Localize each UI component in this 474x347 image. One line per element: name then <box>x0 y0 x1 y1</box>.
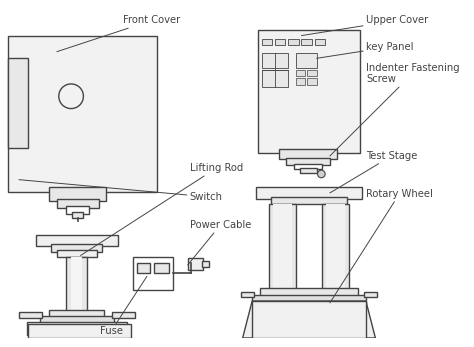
Bar <box>112 312 135 318</box>
Bar <box>322 204 349 290</box>
Text: Switch: Switch <box>19 180 223 202</box>
Bar <box>269 204 296 290</box>
Text: Rotary Wheel: Rotary Wheel <box>330 189 433 303</box>
Bar <box>252 301 366 338</box>
Bar <box>49 311 104 318</box>
Bar <box>40 316 114 324</box>
Bar <box>51 244 102 252</box>
Bar <box>36 235 118 246</box>
Bar <box>8 58 28 149</box>
Bar <box>286 158 330 166</box>
Bar <box>8 36 157 192</box>
Bar <box>252 295 366 303</box>
Bar <box>19 312 42 318</box>
Bar <box>275 39 285 45</box>
Bar <box>288 39 299 45</box>
Bar <box>188 258 203 270</box>
Text: Front Cover: Front Cover <box>57 15 181 52</box>
Bar <box>49 187 106 201</box>
Bar <box>71 257 82 314</box>
Bar <box>72 212 83 218</box>
Circle shape <box>318 170 325 178</box>
Polygon shape <box>243 301 375 338</box>
Text: Power Cable: Power Cable <box>188 220 251 265</box>
Text: Upper Cover: Upper Cover <box>301 15 428 36</box>
Bar <box>262 53 288 68</box>
Bar <box>260 288 358 297</box>
Bar <box>66 206 89 214</box>
Bar <box>301 39 312 45</box>
Bar <box>294 163 322 169</box>
Bar <box>154 263 169 272</box>
Bar <box>273 204 292 290</box>
Bar <box>133 257 173 290</box>
Bar <box>27 322 127 335</box>
Bar <box>307 70 317 76</box>
Bar <box>364 291 377 297</box>
Bar <box>256 187 362 198</box>
Bar <box>296 78 305 85</box>
Text: key Panel: key Panel <box>317 42 413 58</box>
Text: Test Stage: Test Stage <box>330 151 417 193</box>
Bar <box>262 70 288 87</box>
Bar <box>307 78 317 85</box>
Polygon shape <box>28 333 129 338</box>
Bar <box>315 39 325 45</box>
Bar <box>137 263 150 272</box>
Text: Fuse: Fuse <box>100 276 147 336</box>
Bar <box>202 261 210 267</box>
Bar <box>271 197 347 204</box>
Bar <box>296 70 305 76</box>
Bar <box>57 250 97 257</box>
Bar <box>296 53 317 68</box>
Bar <box>279 149 337 159</box>
Bar <box>326 204 345 290</box>
Bar <box>28 324 131 338</box>
Bar <box>262 39 272 45</box>
Bar <box>258 30 360 153</box>
Bar <box>241 291 254 297</box>
Bar <box>66 257 87 314</box>
Bar <box>57 198 99 208</box>
Text: Indenter Fastening
Screw: Indenter Fastening Screw <box>330 63 459 156</box>
Bar <box>300 168 317 173</box>
Text: Lifting Rod: Lifting Rod <box>81 163 243 255</box>
